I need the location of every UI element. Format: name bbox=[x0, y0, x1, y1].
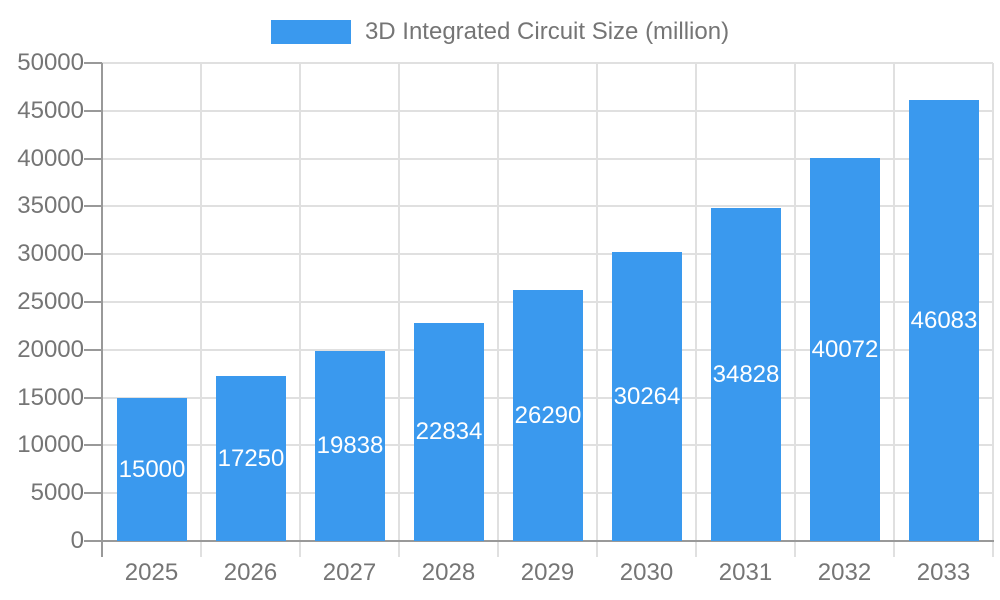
bar-value-label: 17250 bbox=[217, 444, 285, 472]
y-axis-tick-label: 25000 bbox=[17, 288, 84, 315]
vertical-gridline bbox=[695, 63, 697, 557]
x-axis-tick-label: 2032 bbox=[817, 559, 872, 586]
horizontal-gridline bbox=[102, 62, 993, 64]
y-axis-tick bbox=[84, 349, 102, 351]
bar-value-label: 30264 bbox=[613, 382, 681, 410]
x-axis-tick-label: 2033 bbox=[916, 559, 971, 586]
bar-2032: 40072 bbox=[810, 158, 880, 541]
horizontal-gridline bbox=[102, 158, 993, 160]
bar-value-label: 22834 bbox=[415, 418, 483, 445]
y-axis-tick-label: 35000 bbox=[17, 192, 84, 219]
y-axis-tick-label: 10000 bbox=[17, 431, 84, 458]
y-axis-tick-label: 15000 bbox=[17, 384, 84, 411]
x-axis-tick-label: 2027 bbox=[322, 559, 377, 586]
x-axis-line bbox=[101, 540, 994, 542]
horizontal-gridline bbox=[102, 110, 993, 112]
horizontal-gridline bbox=[102, 205, 993, 207]
x-axis-tick-label: 2028 bbox=[421, 559, 476, 586]
vertical-gridline bbox=[497, 63, 499, 557]
x-axis-tick-label: 2029 bbox=[520, 559, 575, 586]
bar-2033: 46083 bbox=[909, 100, 979, 541]
y-axis-tick-label: 40000 bbox=[17, 145, 84, 172]
bar-2029: 26290 bbox=[513, 290, 583, 541]
y-axis-tick-label: 30000 bbox=[17, 240, 84, 267]
y-axis-tick bbox=[84, 62, 102, 64]
y-axis-tick-label: 50000 bbox=[17, 49, 84, 76]
vertical-gridline bbox=[200, 63, 202, 557]
bar-value-label: 19838 bbox=[316, 432, 384, 459]
bar-2026: 17250 bbox=[216, 376, 286, 541]
vertical-gridline bbox=[794, 63, 796, 557]
y-axis-tick bbox=[84, 253, 102, 255]
bar-value-label: 26290 bbox=[514, 401, 582, 429]
y-axis-line bbox=[101, 63, 103, 557]
vertical-gridline bbox=[596, 63, 598, 557]
y-axis-tick bbox=[84, 492, 102, 494]
y-axis-tick-label: 0 bbox=[70, 527, 84, 554]
bar-value-label: 46083 bbox=[910, 306, 978, 334]
y-axis-tick-label: 5000 bbox=[30, 479, 84, 506]
vertical-gridline bbox=[893, 63, 895, 557]
y-axis-tick bbox=[84, 397, 102, 399]
y-axis-tick bbox=[84, 205, 102, 207]
x-axis-tick-label: 2025 bbox=[124, 559, 179, 586]
y-axis-tick-label: 20000 bbox=[17, 336, 84, 363]
legend-label: 3D Integrated Circuit Size (million) bbox=[364, 18, 730, 45]
bar-value-label: 34828 bbox=[712, 360, 780, 388]
bar-value-label: 40072 bbox=[811, 335, 879, 363]
y-axis-tick bbox=[84, 158, 102, 160]
bar-value-label: 15000 bbox=[118, 455, 186, 483]
y-axis-tick bbox=[84, 110, 102, 112]
y-axis-tick bbox=[84, 301, 102, 303]
bar-2025: 15000 bbox=[117, 398, 187, 541]
vertical-gridline bbox=[992, 63, 994, 557]
legend-swatch-icon bbox=[270, 20, 351, 44]
vertical-gridline bbox=[299, 63, 301, 557]
chart-legend[interactable]: 3D Integrated Circuit Size (million) bbox=[0, 17, 1000, 47]
y-axis-tick bbox=[84, 444, 102, 446]
y-axis-tick-label: 45000 bbox=[17, 97, 84, 124]
bar-2031: 34828 bbox=[711, 208, 781, 541]
bar-2027: 19838 bbox=[315, 351, 385, 541]
bar-2028: 22834 bbox=[414, 323, 484, 541]
x-axis-tick-label: 2030 bbox=[619, 559, 674, 586]
vertical-gridline bbox=[398, 63, 400, 557]
x-axis-tick-label: 2026 bbox=[223, 559, 278, 586]
y-axis-tick bbox=[84, 540, 102, 542]
bar-2030: 30264 bbox=[612, 252, 682, 541]
horizontal-gridline bbox=[102, 253, 993, 255]
x-axis-tick-label: 2031 bbox=[718, 559, 773, 586]
